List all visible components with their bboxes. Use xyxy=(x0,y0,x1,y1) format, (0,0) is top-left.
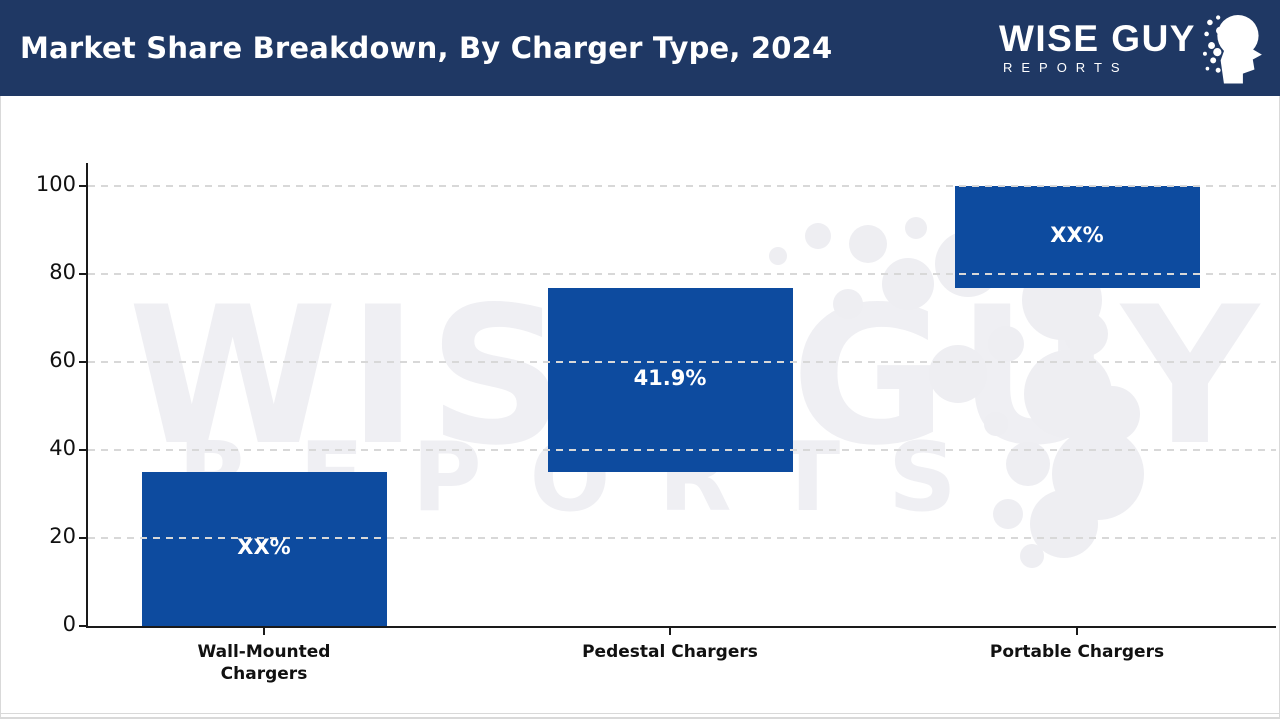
bottom-edge-line xyxy=(0,717,1280,719)
x-axis xyxy=(86,626,1276,628)
brand-logo: WISE GUY REPORTS xyxy=(999,11,1266,85)
x-tick-mark-1 xyxy=(669,628,671,635)
y-tick-mark-20 xyxy=(79,537,86,539)
gridline-80 xyxy=(88,273,1276,275)
x-category-label-1: Pedestal Chargers xyxy=(582,642,758,662)
x-category-label-2: Portable Chargers xyxy=(989,642,1165,662)
gridline-60 xyxy=(88,361,1276,363)
bar-value-label-2: XX% xyxy=(1050,222,1104,247)
bar-value-label-1: 41.9% xyxy=(633,365,707,390)
brand-logo-text: WISE GUY REPORTS xyxy=(998,18,1196,75)
y-axis xyxy=(86,163,88,628)
gridline-40 xyxy=(88,449,1276,451)
y-tick-label-0: 0 xyxy=(62,612,76,636)
page-title: Market Share Breakdown, By Charger Type,… xyxy=(20,31,833,65)
y-tick-mark-40 xyxy=(79,449,86,451)
header-bar: Market Share Breakdown, By Charger Type,… xyxy=(0,0,1280,96)
left-edge-line xyxy=(0,96,1,718)
brand-subname: REPORTS xyxy=(1002,60,1129,75)
bar-segment-0 xyxy=(141,472,387,626)
y-tick-mark-60 xyxy=(79,361,86,363)
y-tick-label-20: 20 xyxy=(49,524,76,548)
bar-segment-1 xyxy=(547,287,793,472)
y-tick-mark-80 xyxy=(79,273,86,275)
y-tick-mark-0 xyxy=(79,625,86,627)
y-tick-mark-100 xyxy=(79,185,86,187)
y-tick-label-60: 60 xyxy=(49,348,76,372)
y-tick-label-100: 100 xyxy=(35,172,76,196)
brand-name: WISE GUY xyxy=(998,18,1196,59)
gridline-100 xyxy=(88,185,1276,187)
divider-line xyxy=(0,713,1280,714)
y-tick-label-80: 80 xyxy=(49,260,76,284)
y-tick-label-40: 40 xyxy=(49,436,76,460)
bar-value-label-0: XX% xyxy=(237,535,291,559)
gridline-20 xyxy=(88,537,1276,539)
x-tick-mark-2 xyxy=(1076,628,1078,635)
brand-face-icon xyxy=(1202,15,1262,84)
x-category-label-0: Wall-Mounted Chargers xyxy=(197,642,331,684)
x-tick-mark-0 xyxy=(263,628,265,635)
